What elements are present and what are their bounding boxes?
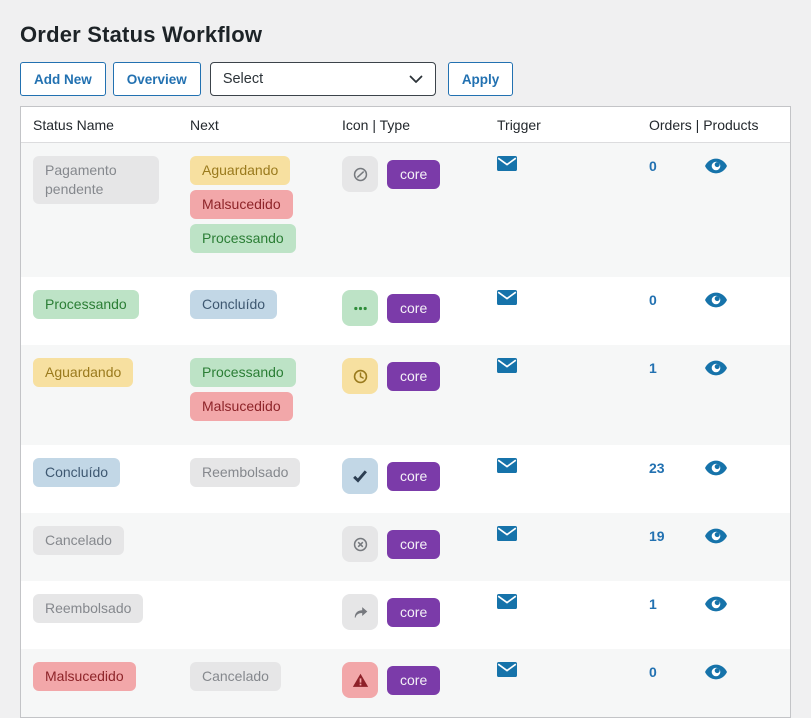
type-badge: core	[387, 159, 441, 189]
next-badge: Processando	[190, 358, 296, 387]
view-products-eye-icon[interactable]	[705, 158, 727, 174]
next-cell: Concluído	[178, 277, 330, 345]
orders-count-link[interactable]: 0	[649, 158, 657, 174]
view-products-eye-icon[interactable]	[705, 664, 727, 680]
check-icon	[353, 470, 367, 483]
type-badge: core	[387, 597, 441, 627]
table-row: Aguardando Processando Malsucedido core	[21, 345, 790, 445]
next-badge: Aguardando	[190, 156, 291, 185]
view-products-eye-icon[interactable]	[705, 528, 727, 544]
status-badge: Processando	[33, 290, 139, 319]
email-trigger-icon[interactable]	[497, 290, 517, 305]
table-header: Status Name Next Icon | Type Trigger Ord…	[21, 107, 790, 143]
status-icon-box	[342, 358, 378, 394]
table-row: Reembolsado core	[21, 581, 790, 649]
col-header-next: Next	[178, 107, 330, 143]
status-icon-box	[342, 458, 378, 494]
warning-triangle-icon	[352, 673, 368, 687]
table-row: Pagamento pendente Aguardando Malsucedido…	[21, 142, 790, 278]
type-badge: core	[387, 361, 441, 391]
view-products-eye-icon[interactable]	[705, 596, 727, 612]
next-badge: Concluído	[190, 290, 278, 319]
next-cell: Processando Malsucedido	[178, 345, 330, 445]
ellipsis-icon	[353, 306, 367, 310]
orders-count-link[interactable]: 1	[649, 596, 657, 612]
status-icon-box	[342, 594, 378, 630]
pending-icon	[353, 167, 367, 181]
email-trigger-icon[interactable]	[497, 458, 517, 473]
email-trigger-icon[interactable]	[497, 156, 517, 171]
status-badge: Concluído	[33, 458, 121, 487]
status-select[interactable]: Select	[209, 62, 436, 96]
email-trigger-icon[interactable]	[497, 358, 517, 373]
overview-button[interactable]: Overview	[112, 62, 201, 96]
status-icon-box	[342, 662, 378, 698]
view-products-eye-icon[interactable]	[705, 460, 727, 476]
type-badge: core	[387, 529, 441, 559]
col-header-orders-products: Orders | Products	[637, 107, 790, 143]
redo-arrow-icon	[354, 606, 367, 618]
status-badge: Reembolsado	[33, 594, 144, 623]
col-header-trigger: Trigger	[485, 107, 637, 143]
table-body: Pagamento pendente Aguardando Malsucedido…	[21, 142, 790, 717]
add-new-button[interactable]: Add New	[20, 62, 106, 96]
next-badge: Cancelado	[190, 662, 281, 691]
next-cell: Aguardando Malsucedido Processando	[178, 143, 330, 278]
type-badge: core	[387, 461, 441, 491]
status-table: Status Name Next Icon | Type Trigger Ord…	[20, 106, 791, 718]
status-icon-box	[342, 526, 378, 562]
table-row: Concluído Reembolsado core	[21, 445, 790, 513]
next-badge: Reembolsado	[190, 458, 301, 487]
type-badge: core	[387, 665, 441, 695]
apply-button[interactable]: Apply	[447, 62, 514, 96]
table-row: Processando Concluído core	[21, 277, 790, 345]
orders-count-link[interactable]: 23	[649, 460, 665, 476]
status-icon-box	[342, 290, 378, 326]
next-badge: Malsucedido	[190, 392, 293, 421]
next-cell	[178, 513, 330, 581]
chevron-down-icon	[409, 75, 423, 83]
type-badge: core	[387, 293, 441, 323]
status-icon-box	[342, 156, 378, 192]
next-cell: Reembolsado	[178, 445, 330, 513]
email-trigger-icon[interactable]	[497, 662, 517, 677]
orders-count-link[interactable]: 19	[649, 528, 665, 544]
toolbar: Add New Overview Select Apply	[20, 62, 791, 96]
next-cell: Cancelado	[178, 649, 330, 717]
page-title: Order Status Workflow	[20, 22, 263, 47]
status-badge: Cancelado	[33, 526, 124, 555]
orders-count-link[interactable]: 1	[649, 360, 657, 376]
next-badge: Processando	[190, 224, 296, 253]
next-badge: Malsucedido	[190, 190, 293, 219]
status-select-value: Select	[222, 71, 264, 87]
col-header-icon-type: Icon | Type	[330, 107, 485, 143]
table-row: Malsucedido Cancelado core	[21, 649, 790, 717]
clock-icon	[353, 369, 367, 383]
view-products-eye-icon[interactable]	[705, 292, 727, 308]
orders-count-link[interactable]: 0	[649, 292, 657, 308]
next-cell	[178, 581, 330, 649]
view-products-eye-icon[interactable]	[705, 360, 727, 376]
status-badge: Aguardando	[33, 358, 134, 387]
status-badge: Malsucedido	[33, 662, 136, 691]
email-trigger-icon[interactable]	[497, 594, 517, 609]
col-header-status-name: Status Name	[21, 107, 178, 143]
orders-count-link[interactable]: 0	[649, 664, 657, 680]
status-badge: Pagamento pendente	[33, 156, 159, 204]
table-row: Cancelado core	[21, 513, 790, 581]
cancel-circle-icon	[353, 537, 367, 551]
email-trigger-icon[interactable]	[497, 526, 517, 541]
